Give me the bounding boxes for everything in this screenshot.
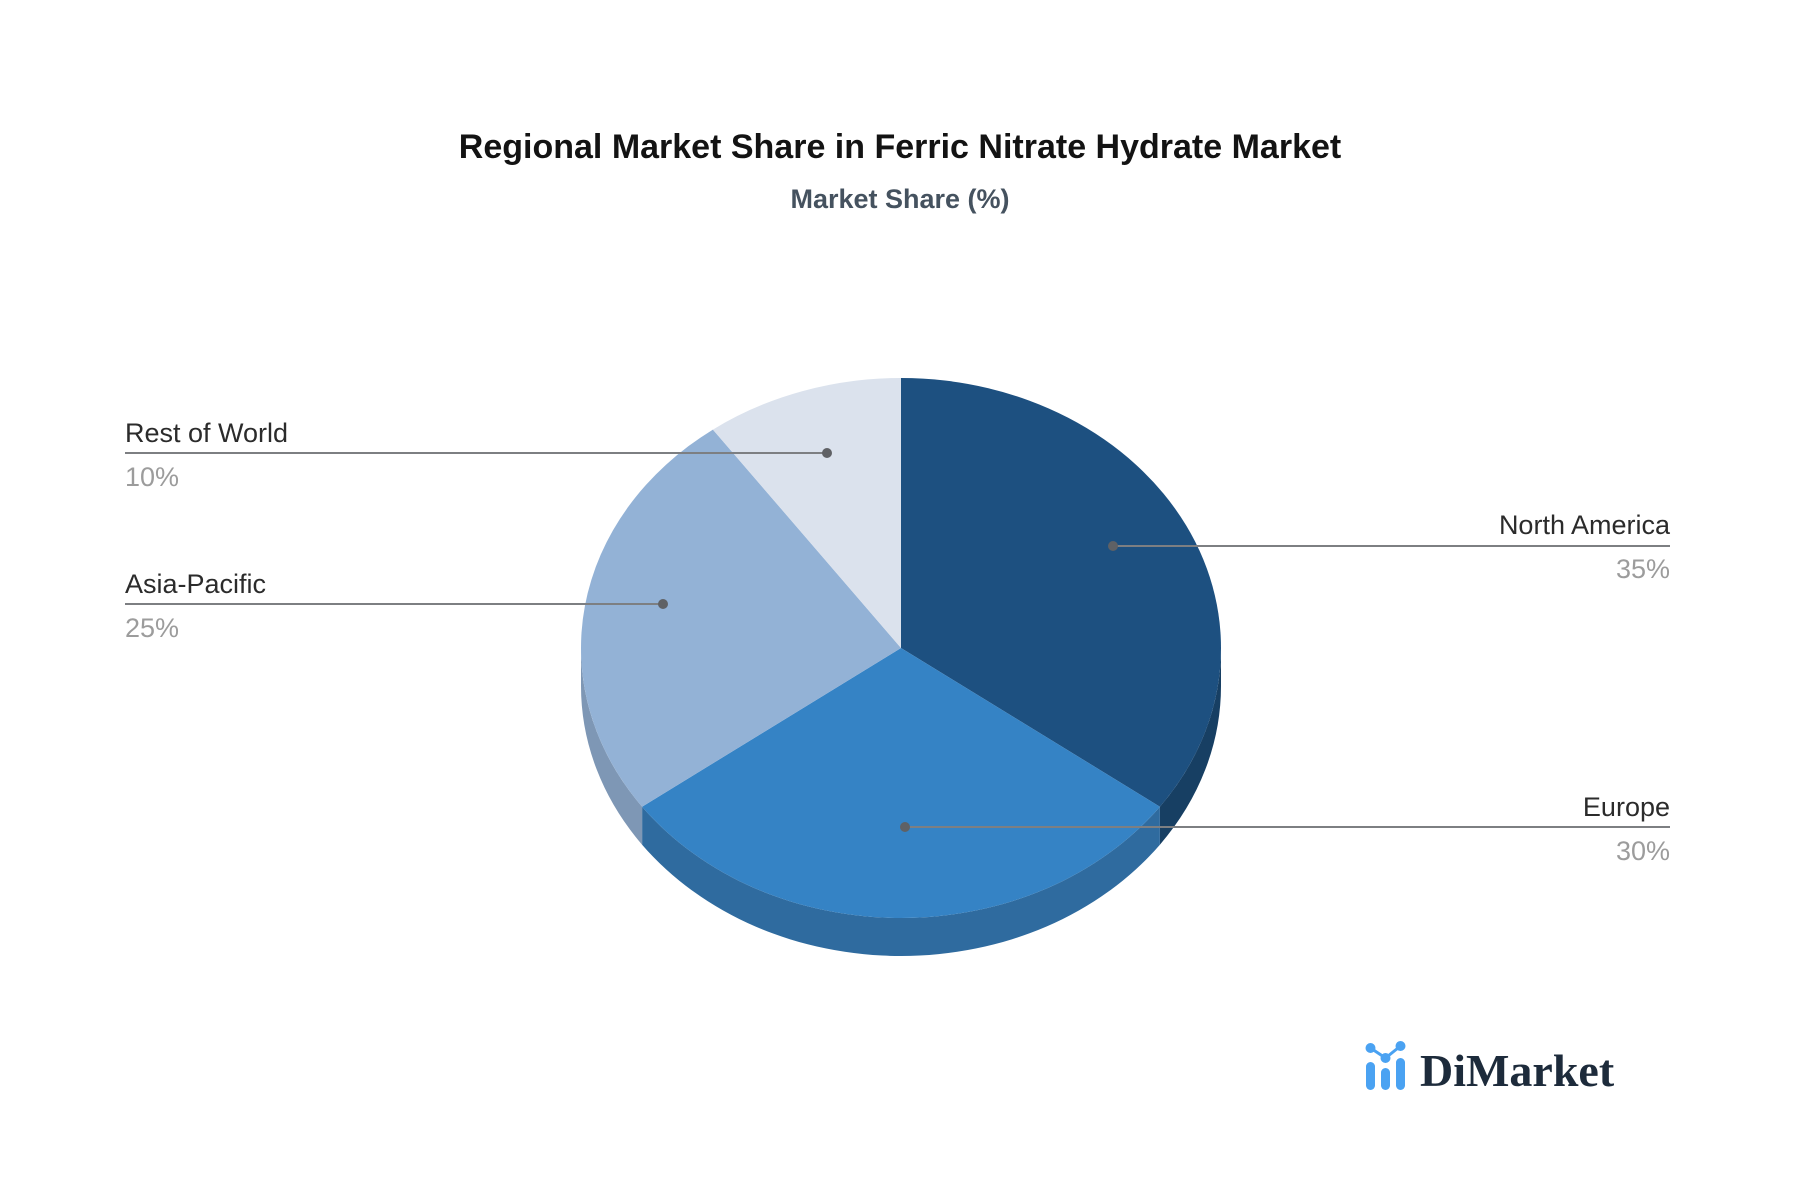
slice-value: 10% — [125, 462, 180, 492]
leader-line-europe — [905, 826, 1670, 828]
leader-line-rest-of-world — [125, 452, 827, 454]
pie-slice-side-north-america — [1159, 648, 1221, 845]
leader-line-north-america — [1113, 545, 1670, 547]
slice-label: Rest of World — [125, 418, 289, 448]
pie-slice-side-asia-pacific — [581, 648, 643, 845]
dimarket-logo-text: DiMarket — [1420, 1045, 1615, 1096]
leader-line-asia-pacific — [125, 603, 663, 605]
callout-north-america: North America 35% — [1499, 511, 1670, 583]
pie-slice-side-europe — [642, 806, 1160, 957]
leader-dot-north-america — [1108, 541, 1118, 551]
chart-title: Regional Market Share in Ferric Nitrate … — [458, 128, 1342, 166]
slice-label: Asia-Pacific — [125, 569, 267, 599]
pie-slice-rest-of-world[interactable] — [712, 378, 901, 648]
leader-dot-asia-pacific — [658, 599, 668, 609]
leader-dot-europe — [900, 822, 910, 832]
slice-label: North America — [1498, 510, 1670, 540]
leader-dot-rest-of-world — [822, 448, 832, 458]
pie-slice-europe[interactable] — [642, 648, 1160, 919]
slice-label: Europe — [1582, 792, 1670, 822]
slice-value: 30% — [1615, 836, 1670, 866]
slice-value: 25% — [125, 613, 180, 643]
dimarket-logo-icon — [1365, 1041, 1406, 1090]
dimarket-logo: DiMarket — [1365, 1041, 1615, 1096]
chart-subtitle: Market Share (%) — [790, 184, 1010, 214]
slice-value: 35% — [1615, 554, 1670, 584]
callout-asia-pacific: Asia-Pacific 25% — [125, 570, 266, 642]
pie-slice-asia-pacific[interactable] — [581, 429, 901, 807]
callout-europe: Europe 30% — [1583, 793, 1670, 865]
pie-slice-north-america[interactable] — [901, 378, 1222, 807]
callout-rest-of-world: Rest of World 10% — [125, 419, 288, 491]
